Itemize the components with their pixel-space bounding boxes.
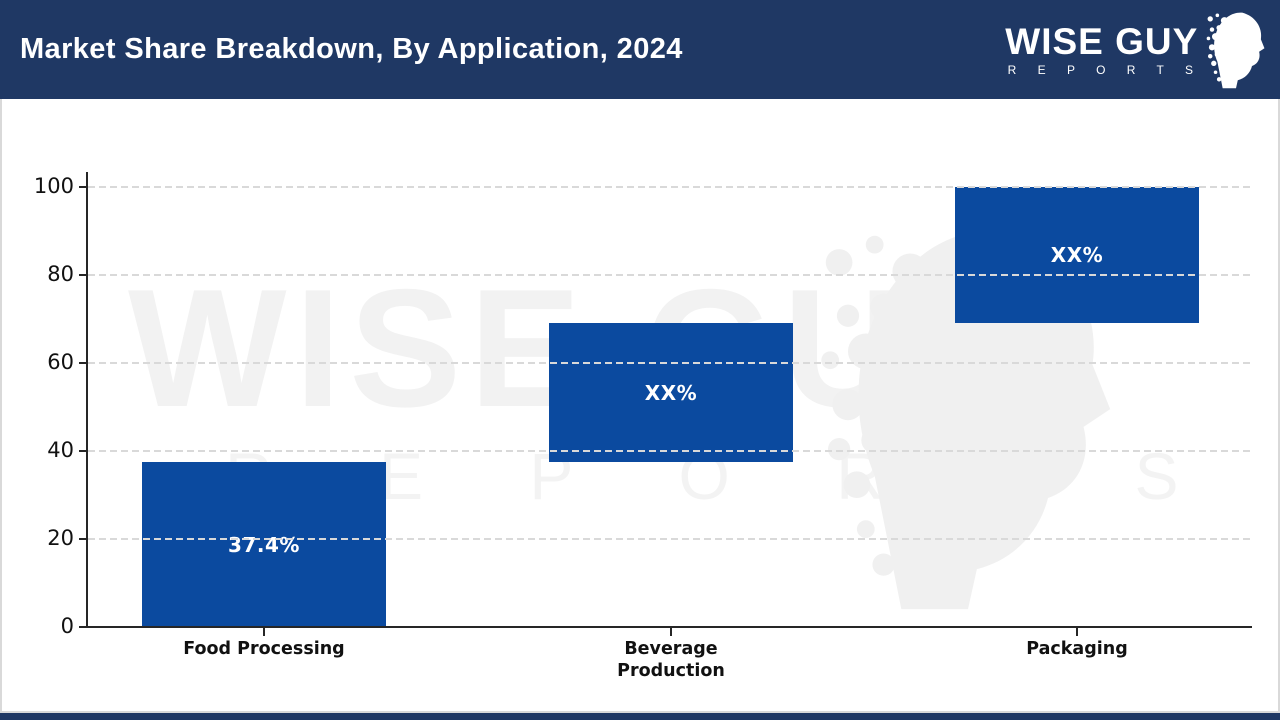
chart-title: Market Share Breakdown, By Application, … [20,33,683,65]
y-tick-40 [79,450,87,452]
x-label-beverage-production: Beverage Production [617,639,725,681]
y-tick-label-60: 60 [47,350,74,374]
x-label-packaging: Packaging [1026,639,1128,659]
bar-packaging: XX% [955,187,1199,324]
gridline-60 [88,362,1252,364]
y-tick-label-40: 40 [47,438,74,462]
face-profile-logo-icon [1206,12,1265,89]
y-tick-100 [79,186,87,188]
y-tick-0 [79,626,87,628]
bar-value-label: XX% [644,380,698,405]
y-tick-label-80: 80 [47,262,74,286]
bar-food-processing: 37.4% [142,462,386,627]
y-tick-label-20: 20 [47,526,74,550]
x-tick-food-processing [263,628,265,636]
x-tick-beverage-production [670,628,672,636]
gridline-100 [88,186,1252,188]
bar-beverage-production: XX% [549,323,793,463]
brand-logo-text: WISE GUY R E P O R T S [1002,20,1202,78]
bar-value-label: XX% [1050,243,1104,268]
brand-logo: WISE GUY R E P O R T S [1002,8,1268,92]
brand-name: WISE GUY [1005,20,1199,62]
gridline-80 [88,274,1252,276]
watermark-face-icon [821,230,1111,610]
y-tick-label-100: 100 [33,174,74,198]
x-tick-packaging [1076,628,1078,636]
gridline-40 [88,450,1252,452]
gridline-20 [88,538,1252,540]
x-axis-line [86,626,1252,628]
brand-subtitle: R E P O R T S [1007,63,1202,78]
y-tick-60 [79,362,87,364]
footer-band [0,713,1280,720]
y-tick-20 [79,538,87,540]
x-label-food-processing: Food Processing [183,639,345,659]
bar-value-label: 37.4% [228,532,300,557]
y-tick-80 [79,274,87,276]
y-tick-label-0: 0 [60,614,74,638]
header-band: Market Share Breakdown, By Application, … [0,0,1280,99]
y-axis-line [86,172,88,628]
